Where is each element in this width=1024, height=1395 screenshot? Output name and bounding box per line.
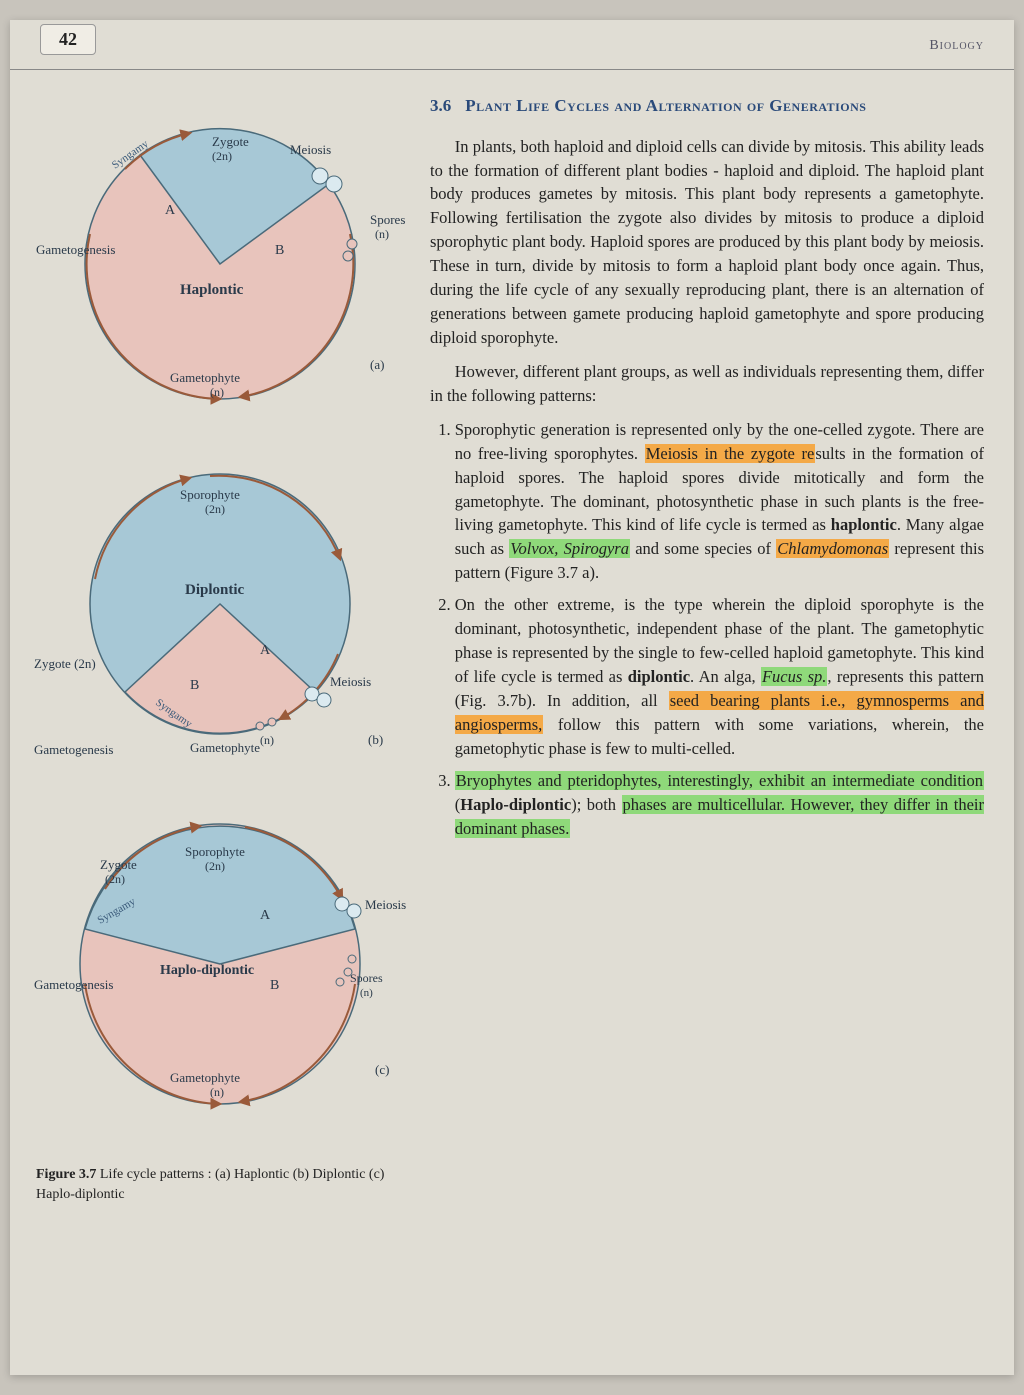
highlight: Meiosis in the zygote re bbox=[645, 444, 816, 463]
svg-text:(2n): (2n) bbox=[205, 502, 225, 516]
svg-text:Haplontic: Haplontic bbox=[180, 282, 244, 298]
svg-text:A: A bbox=[260, 908, 271, 923]
svg-text:(b): (b) bbox=[368, 732, 383, 747]
svg-text:Sporophyte: Sporophyte bbox=[185, 844, 245, 859]
svg-text:(2n): (2n) bbox=[105, 872, 125, 886]
svg-text:(n): (n) bbox=[210, 385, 224, 399]
pattern-list: Sporophytic generation is represented on… bbox=[430, 418, 984, 841]
svg-text:Zygote: Zygote bbox=[100, 857, 137, 872]
page-content: Zygote (2n) Meiosis Spores (n) A B Haplo… bbox=[10, 70, 1014, 1224]
svg-text:Diplontic: Diplontic bbox=[185, 582, 245, 598]
svg-text:B: B bbox=[190, 678, 199, 693]
svg-text:(n): (n) bbox=[375, 227, 389, 241]
svg-text:B: B bbox=[270, 978, 279, 993]
lbl-gametogenesis-b: Gametogenesis bbox=[34, 742, 113, 757]
lbl-zygote2n: Zygote (2n) bbox=[34, 656, 96, 671]
svg-text:(2n): (2n) bbox=[205, 859, 225, 873]
lbl-zygote: Zygote bbox=[212, 134, 249, 149]
list-item-3: Bryophytes and pteridophytes, interestin… bbox=[455, 769, 984, 841]
svg-text:Sporophyte: Sporophyte bbox=[180, 487, 240, 502]
paragraph-1: In plants, both haploid and diploid cell… bbox=[430, 135, 984, 350]
svg-text:Meiosis: Meiosis bbox=[365, 897, 406, 912]
highlight: Bryophytes and pteridophytes, interestin… bbox=[455, 771, 984, 790]
paragraph-2-lead: However, different plant groups, as well… bbox=[430, 360, 984, 408]
figure-column: Zygote (2n) Meiosis Spores (n) A B Haplo… bbox=[30, 94, 410, 1204]
svg-text:Gametophyte: Gametophyte bbox=[170, 370, 240, 385]
svg-text:Spores: Spores bbox=[350, 971, 383, 985]
figure-3-7: Zygote (2n) Meiosis Spores (n) A B Haplo… bbox=[30, 94, 410, 1154]
lbl-gametogenesis-a: Gametogenesis bbox=[36, 242, 115, 257]
page-header: 42 Biology bbox=[10, 20, 1014, 70]
svg-text:A: A bbox=[165, 203, 176, 218]
highlight: Fucus sp. bbox=[761, 667, 827, 686]
svg-text:Haplo-diplontic: Haplo-diplontic bbox=[160, 963, 254, 978]
section-title: Plant Life Cycles and Alternation of Gen… bbox=[465, 94, 866, 119]
svg-text:Meiosis: Meiosis bbox=[290, 142, 331, 157]
textbook-page: 42 Biology bbox=[10, 20, 1014, 1375]
list-item-2: On the other extreme, is the type wherei… bbox=[455, 593, 984, 760]
svg-text:(2n): (2n) bbox=[212, 149, 232, 163]
svg-text:(c): (c) bbox=[375, 1062, 389, 1077]
svg-text:(n): (n) bbox=[210, 1085, 224, 1099]
svg-text:Gametophyte: Gametophyte bbox=[190, 740, 260, 755]
lbl-gametogenesis-c: Gametogenesis bbox=[34, 977, 113, 992]
subject-label: Biology bbox=[929, 38, 984, 54]
page-number: 42 bbox=[40, 24, 96, 55]
svg-text:(n): (n) bbox=[260, 733, 274, 747]
svg-text:A: A bbox=[260, 643, 271, 658]
svg-text:(a): (a) bbox=[370, 357, 384, 372]
svg-text:Meiosis: Meiosis bbox=[330, 674, 371, 689]
list-item-1: Sporophytic generation is represented on… bbox=[455, 418, 984, 585]
highlight: Volvox, Spirogyra bbox=[509, 539, 630, 558]
figure-number: Figure 3.7 bbox=[36, 1167, 96, 1182]
text-column: 3.6 Plant Life Cycles and Alternation of… bbox=[430, 94, 984, 1204]
svg-text:(n): (n) bbox=[360, 987, 373, 999]
section-number: 3.6 bbox=[430, 94, 451, 119]
svg-text:B: B bbox=[275, 243, 284, 258]
highlight: Chlamydomonas bbox=[776, 539, 889, 558]
svg-text:Gametophyte: Gametophyte bbox=[170, 1070, 240, 1085]
svg-text:Spores: Spores bbox=[370, 212, 405, 227]
figure-caption: Figure 3.7 Life cycle patterns : (a) Hap… bbox=[30, 1165, 410, 1204]
section-heading: 3.6 Plant Life Cycles and Alternation of… bbox=[430, 94, 984, 119]
